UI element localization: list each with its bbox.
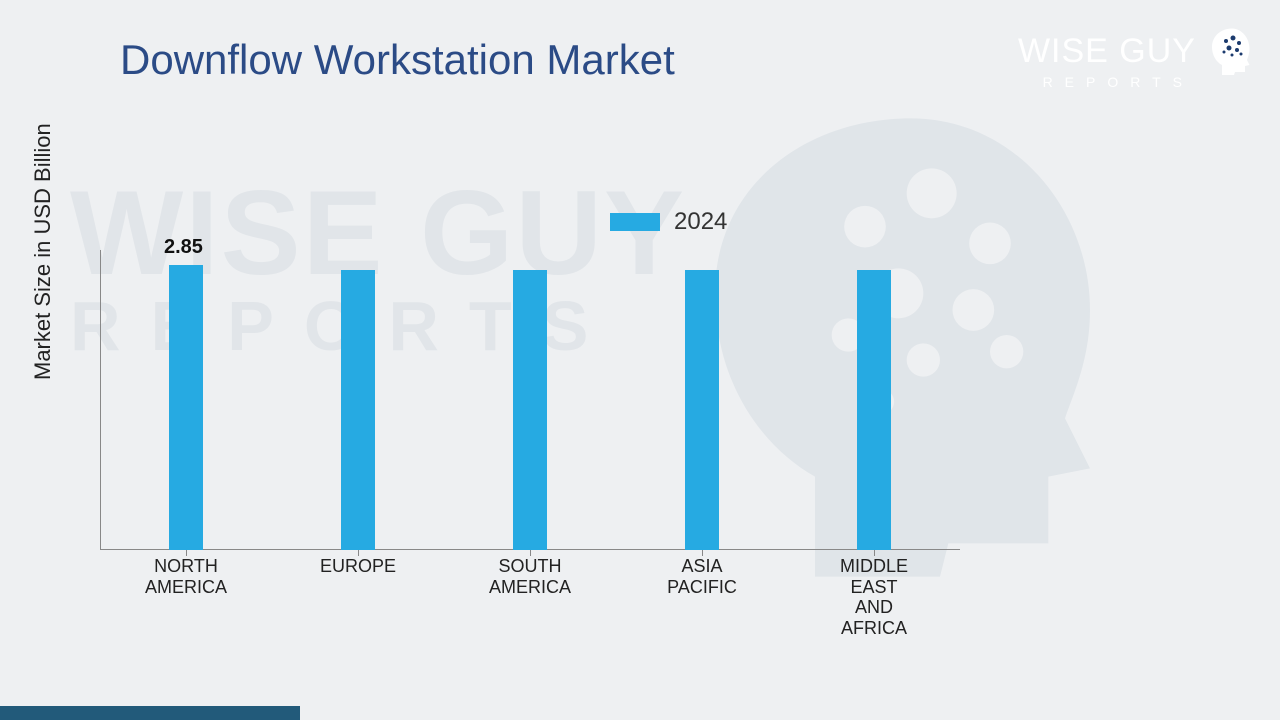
brand-logo: WISE GUY REPORTS xyxy=(1018,26,1252,90)
category-label: EUROPE xyxy=(272,556,444,577)
legend: 2024 xyxy=(610,208,727,236)
brain-head-icon xyxy=(1202,26,1252,76)
bar xyxy=(513,270,547,550)
bar-slot xyxy=(444,270,616,550)
category-label: MIDDLE EAST AND AFRICA xyxy=(788,556,960,639)
plot-area: 2.85NORTH AMERICAEUROPESOUTH AMERICAASIA… xyxy=(100,250,960,550)
bar xyxy=(685,270,719,550)
bar xyxy=(169,265,203,550)
bar-slot xyxy=(272,270,444,550)
legend-swatch xyxy=(610,213,660,231)
category-label: ASIA PACIFIC xyxy=(616,556,788,597)
accent-bar xyxy=(0,706,300,720)
category-label: SOUTH AMERICA xyxy=(444,556,616,597)
brand-line1: WISE GUY xyxy=(1018,26,1252,76)
chart-card: WISE GUY REPORTS WISE GUY REPORTS Downfl… xyxy=(0,0,1280,720)
bar xyxy=(857,270,891,550)
bar-slot xyxy=(616,270,788,550)
y-axis-label: Market Size in USD Billion xyxy=(30,123,56,380)
bar-slot xyxy=(788,270,960,550)
brand-text-2: REPORTS xyxy=(1018,74,1252,90)
bar-slot xyxy=(100,265,272,550)
bar-value-label: 2.85 xyxy=(164,236,203,259)
legend-label: 2024 xyxy=(674,208,727,236)
brand-text-1: WISE GUY xyxy=(1018,32,1196,71)
category-label: NORTH AMERICA xyxy=(100,556,272,597)
chart-title: Downflow Workstation Market xyxy=(120,36,675,84)
bar xyxy=(341,270,375,550)
